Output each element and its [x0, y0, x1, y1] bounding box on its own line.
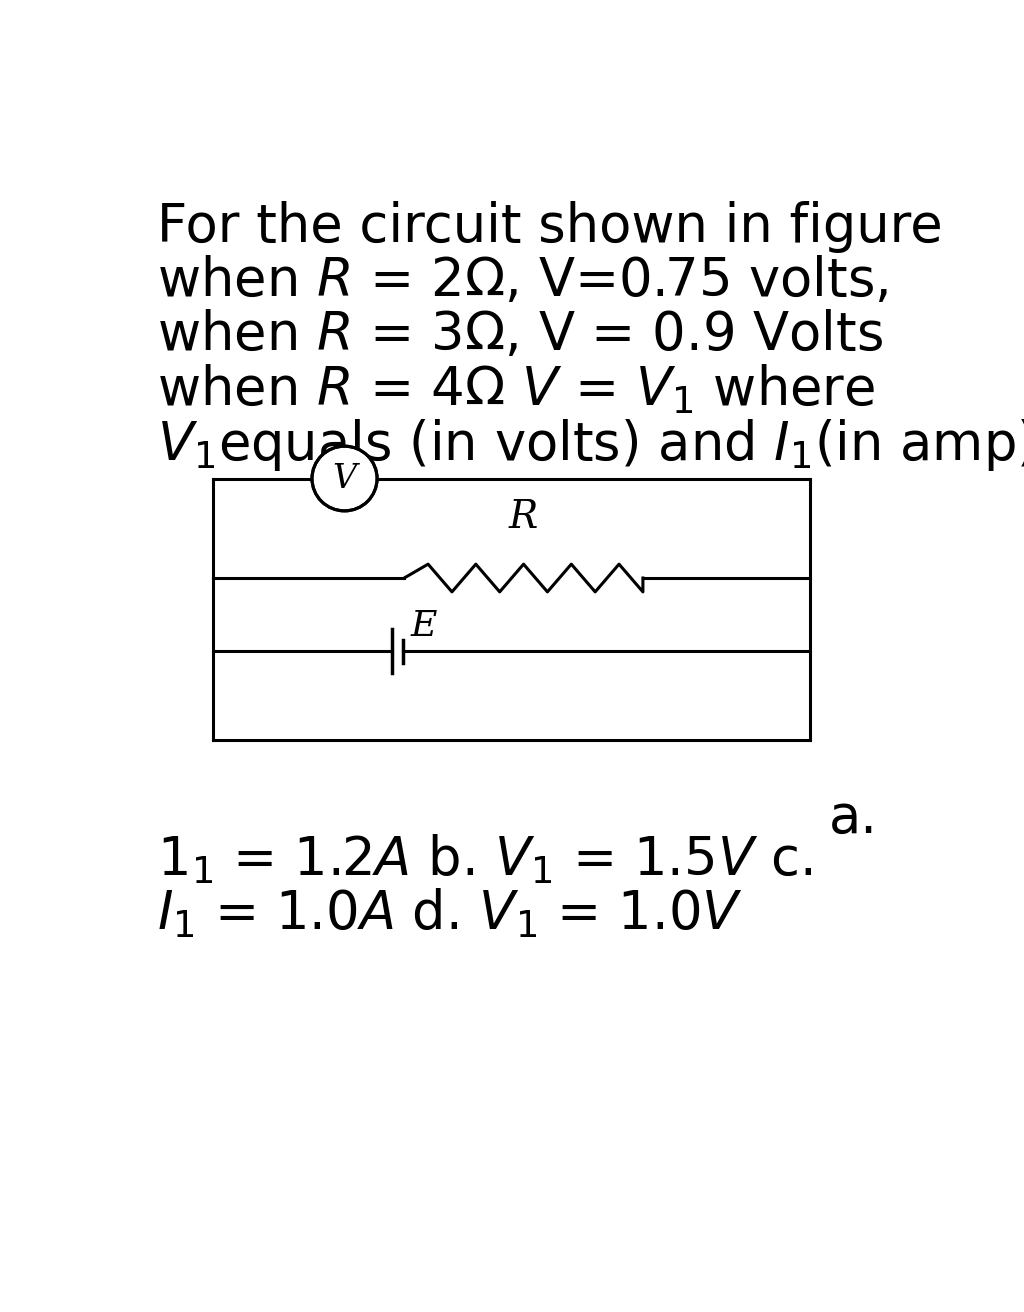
Text: V: V	[333, 463, 356, 495]
Text: E: E	[411, 609, 437, 643]
Circle shape	[312, 446, 377, 510]
Text: R: R	[509, 499, 539, 535]
Text: a.: a.	[829, 792, 879, 844]
Text: when $R$ = 3$\Omega$, V = 0.9 Volts: when $R$ = 3$\Omega$, V = 0.9 Volts	[158, 310, 884, 361]
Text: when $R$ = 4$\Omega$ $V$ = $V_1$ where: when $R$ = 4$\Omega$ $V$ = $V_1$ where	[158, 363, 876, 417]
Text: when $R$ = 2$\Omega$, V=0.75 volts,: when $R$ = 2$\Omega$, V=0.75 volts,	[158, 256, 889, 307]
Text: $V_1$equals (in volts) and $I_1$(in amp): $V_1$equals (in volts) and $I_1$(in amp)	[158, 417, 1024, 472]
Text: $1_1$ = 1.2$A$ b. $V_1$ = 1.5$V$ c.: $1_1$ = 1.2$A$ b. $V_1$ = 1.5$V$ c.	[158, 833, 813, 887]
Text: $I_1$ = 1.0$A$ d. $V_1$ = 1.0$V$: $I_1$ = 1.0$A$ d. $V_1$ = 1.0$V$	[158, 887, 743, 941]
Text: For the circuit shown in figure: For the circuit shown in figure	[158, 201, 943, 253]
